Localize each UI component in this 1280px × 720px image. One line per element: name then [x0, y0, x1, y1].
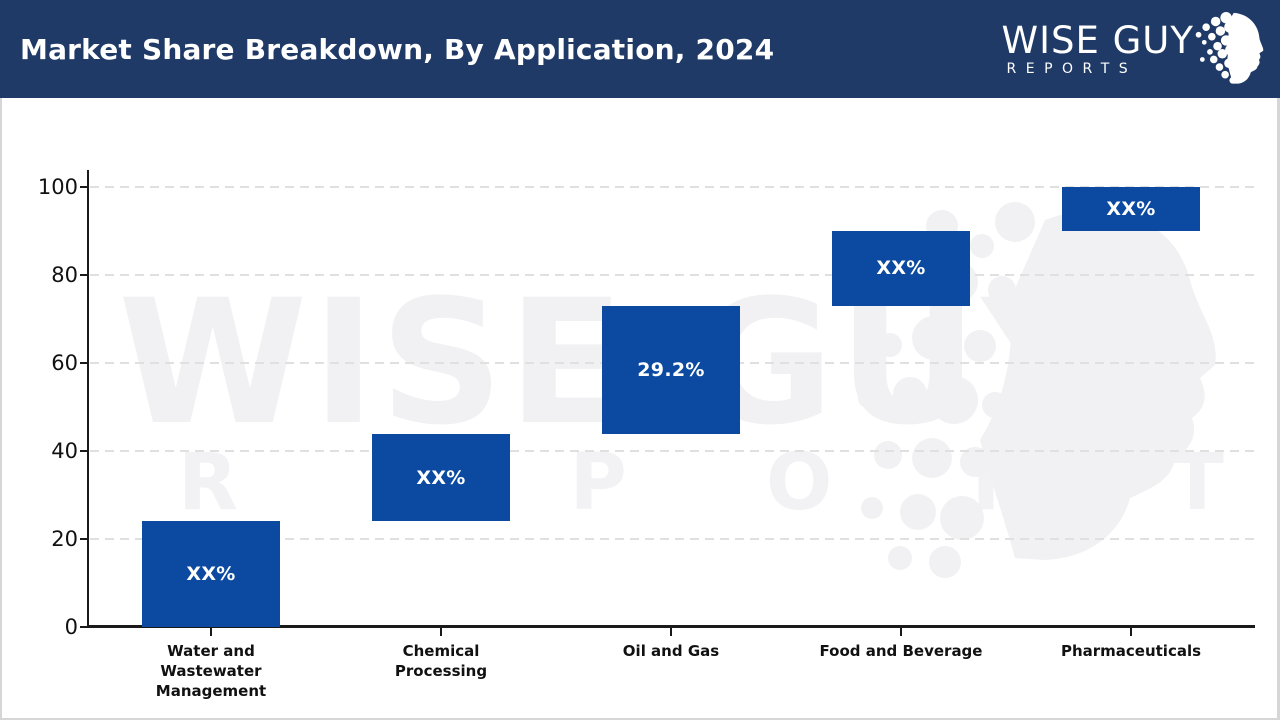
- y-tick-label-0: 0: [64, 615, 78, 639]
- bar-pharmaceuticals: XX%: [1062, 187, 1200, 231]
- y-tick-label-20: 20: [51, 527, 78, 551]
- logo-head-icon: [1195, 11, 1264, 84]
- bar-value-label: 29.2%: [637, 359, 705, 382]
- y-tick-label-60: 60: [51, 351, 78, 375]
- gridline-20: [90, 538, 1255, 540]
- bar-value-label: XX%: [876, 257, 926, 280]
- page-border-right: [1277, 98, 1280, 720]
- x-tick-mark-oil-and-gas: [670, 628, 672, 636]
- gridline-40: [90, 450, 1255, 452]
- bar-chemical-processing: XX%: [372, 434, 510, 522]
- bar-value-label: XX%: [416, 466, 466, 489]
- x-axis-label-line: Pharmaceuticals: [1060, 642, 1202, 660]
- bar-food-and-beverage: XX%: [832, 231, 970, 306]
- x-tick-mark-pharmaceuticals: [1130, 628, 1132, 636]
- x-axis-label-chemical-processing: Chemical Processing: [326, 641, 556, 681]
- x-axis-label-line: Chemical: [402, 642, 480, 660]
- logo-subtext: REPORTS: [1006, 61, 1138, 77]
- bar-oil-and-gas: 29.2%: [602, 305, 740, 435]
- y-tick-label-100: 100: [37, 175, 78, 199]
- brand-logo-text: WISE GUY REPORTS: [1001, 19, 1194, 78]
- x-axis-label-line: Water and: [167, 642, 255, 660]
- x-tick-mark-water-and-wastewater-management: [210, 628, 212, 636]
- x-axis-label-line: Management: [155, 682, 267, 700]
- x-axis-label-line: Oil and Gas: [622, 642, 720, 660]
- x-axis-line: [87, 625, 1255, 628]
- x-axis-label-line: Wastewater: [160, 662, 262, 680]
- x-tick-mark-chemical-processing: [440, 628, 442, 636]
- y-tick-mark-20: [80, 538, 88, 540]
- x-axis-label-pharmaceuticals: Pharmaceuticals: [1016, 641, 1246, 661]
- x-axis-label-oil-and-gas: Oil and Gas: [556, 641, 786, 661]
- y-tick-mark-80: [80, 274, 88, 276]
- y-axis-line: [87, 170, 89, 627]
- logo-wordmark: WISE GUY: [1001, 19, 1194, 62]
- bar-water-and-wastewater-management: XX%: [142, 521, 280, 627]
- x-axis-label-line: Food and Beverage: [819, 642, 983, 660]
- y-tick-mark-0: [80, 626, 88, 628]
- y-tick-mark-40: [80, 450, 88, 452]
- brand-logo: WISE GUY REPORTS: [1002, 8, 1266, 90]
- x-axis-label-line: Processing: [394, 662, 488, 680]
- bar-value-label: XX%: [186, 563, 236, 586]
- page-title: Market Share Breakdown, By Application, …: [20, 32, 775, 66]
- x-axis-label-food-and-beverage: Food and Beverage: [786, 641, 1016, 661]
- header: Market Share Breakdown, By Application, …: [0, 0, 1280, 98]
- bar-value-label: XX%: [1106, 198, 1156, 220]
- gridline-100: [90, 186, 1255, 188]
- page-border-left: [0, 98, 2, 720]
- x-tick-mark-food-and-beverage: [900, 628, 902, 636]
- y-tick-mark-100: [80, 186, 88, 188]
- page-border-bottom: [0, 718, 1280, 720]
- x-axis-label-water-and-wastewater-management: Water and Wastewater Management: [96, 641, 326, 701]
- y-tick-label-80: 80: [51, 263, 78, 287]
- y-tick-label-40: 40: [51, 439, 78, 463]
- y-tick-mark-60: [80, 362, 88, 364]
- watermark-head-pattern: [858, 202, 1216, 578]
- gridline-80: [90, 274, 1255, 276]
